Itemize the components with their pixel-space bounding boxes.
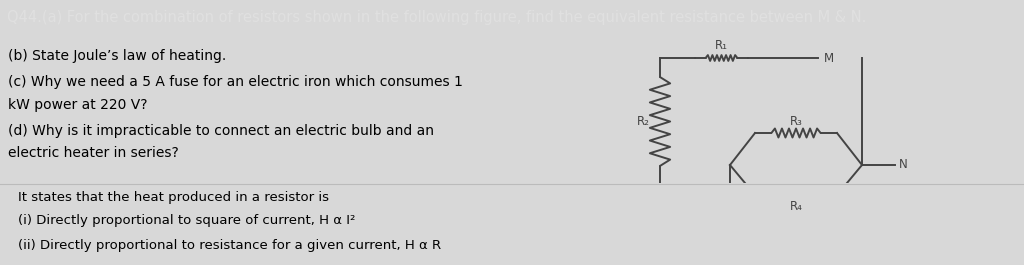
Text: (i) Directly proportional to square of current, H α I²: (i) Directly proportional to square of c… bbox=[18, 214, 355, 227]
Text: It states that the heat produced in a resistor is: It states that the heat produced in a re… bbox=[18, 191, 329, 204]
Text: (b) State Joule’s law of heating.: (b) State Joule’s law of heating. bbox=[8, 49, 226, 63]
Text: electric heater in series?: electric heater in series? bbox=[8, 146, 179, 160]
Text: R₂: R₂ bbox=[637, 115, 650, 128]
Text: (c) Why we need a 5 A fuse for an electric iron which consumes 1: (c) Why we need a 5 A fuse for an electr… bbox=[8, 76, 463, 90]
Text: (d) Why is it impracticable to connect an electric bulb and an: (d) Why is it impracticable to connect a… bbox=[8, 124, 434, 138]
Text: Q44.(a) For the combination of resistors shown in the following figure, find the: Q44.(a) For the combination of resistors… bbox=[7, 10, 866, 25]
Text: (ii) Directly proportional to resistance for a given current, H α R: (ii) Directly proportional to resistance… bbox=[18, 239, 441, 252]
Text: R₄: R₄ bbox=[790, 200, 803, 213]
Text: R₃: R₃ bbox=[790, 115, 803, 128]
Text: R₁: R₁ bbox=[715, 39, 728, 52]
Text: kW power at 220 V?: kW power at 220 V? bbox=[8, 98, 147, 112]
Text: N: N bbox=[899, 158, 907, 171]
Text: M: M bbox=[824, 51, 835, 64]
